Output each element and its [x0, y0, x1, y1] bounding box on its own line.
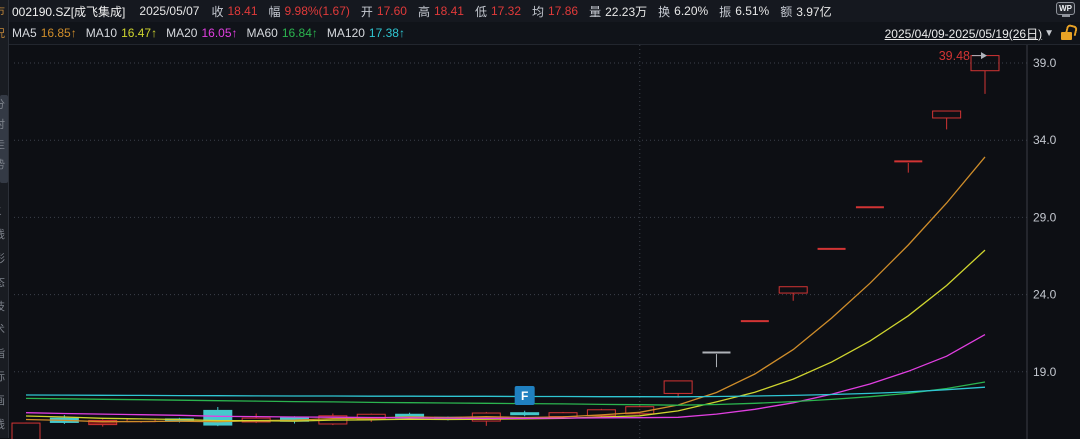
field-label: 额 — [780, 4, 793, 19]
main-panel: 002190.SZ[成飞集成] 2025/05/07 收 18.41 幅 9.98%(… — [9, 0, 1080, 439]
y-axis-tick-label: 24.0 — [1033, 288, 1057, 302]
candlestick-chart[interactable]: 39.0 34.0 29.0 24.0 19.0 F 39.48 — [9, 45, 1080, 439]
toolbar-glyph[interactable]: 线 — [0, 418, 8, 432]
toolbar-glyph[interactable]: 时 — [0, 118, 8, 132]
ma-indicator: MA20 16.05↑ — [166, 26, 237, 40]
ma-label: MA120 — [326, 26, 365, 40]
ma-line-ma10 — [25, 249, 986, 422]
toolbar-glyph[interactable]: 市 — [0, 5, 8, 19]
field-label: 振 — [719, 4, 732, 19]
quote-field: 幅 9.98%(1.67) — [269, 3, 350, 20]
field-label: 开 — [360, 4, 373, 19]
field-label: 均 — [532, 4, 545, 19]
toolbar-glyph[interactable]: 术 — [0, 323, 8, 337]
field-value: 6.20% — [674, 4, 709, 18]
quote-field: 收 18.41 — [211, 3, 257, 20]
ma-label: MA5 — [12, 26, 37, 40]
toolbar-glyph[interactable]: 技 — [0, 300, 8, 314]
ma-value: 16.05↑ — [201, 26, 238, 40]
lock-open-icon[interactable] — [1060, 23, 1079, 41]
ma-label: MA60 — [246, 26, 278, 40]
latest-price-annotation: 39.48 — [939, 49, 970, 63]
ma-line-ma60 — [25, 381, 986, 406]
date-range-selector[interactable]: 2025/04/09-2025/05/19(26日) — [884, 26, 1043, 41]
ma-values: MA5 16.85↑ MA10 16.47↑ MA20 16.05↑ MA60 16.84↑ M… — [12, 26, 414, 40]
wp-widget-icon[interactable]: WP — [1056, 2, 1075, 17]
ma-indicator: MA120 17.38↑ — [327, 26, 405, 40]
quote-field: 换 6.20% — [658, 3, 708, 20]
field-label: 收 — [211, 4, 224, 19]
field-value: 6.51% — [735, 4, 770, 18]
quote-field: 振 6.51% — [719, 3, 769, 20]
chevron-down-icon[interactable]: ▼ — [1044, 27, 1054, 39]
field-value: 22.23万 — [605, 4, 648, 19]
field-value: 17.86 — [548, 4, 579, 18]
left-toolbar[interactable]: 市况分时走势K线形态技术指标画线 — [0, 0, 9, 438]
stock-symbol[interactable]: 002190.SZ[成飞集成] — [12, 4, 126, 19]
ma-value: 17.38↑ — [368, 26, 405, 40]
ma-value: 16.47↑ — [121, 26, 158, 40]
ma-label: MA10 — [85, 26, 118, 40]
field-value: 3.97亿 — [796, 4, 832, 19]
quote-field: 均 17.86 — [532, 3, 578, 20]
toolbar-glyph[interactable]: 标 — [0, 370, 8, 384]
field-label: 换 — [658, 4, 671, 19]
y-axis-tick-label: 29.0 — [1033, 210, 1057, 224]
toolbar-glyph[interactable]: K — [0, 205, 8, 219]
field-value: 9.98%(1.67) — [284, 4, 350, 18]
toolbar-glyph[interactable]: 分 — [0, 98, 8, 112]
ma-line-ma5 — [25, 156, 986, 423]
ma-value: 16.84↑ — [281, 26, 318, 40]
toolbar-glyph[interactable]: 态 — [0, 276, 8, 290]
y-axis-tick-label: 34.0 — [1033, 133, 1057, 147]
field-value: 17.32 — [491, 4, 522, 18]
quote-date: 2025/05/07 — [139, 4, 200, 18]
field-label: 量 — [589, 4, 602, 19]
field-value: 18.41 — [227, 4, 258, 18]
quote-field: 低 17.32 — [475, 3, 521, 20]
ma-indicator-bar: MA5 16.85↑ MA10 16.47↑ MA20 16.05↑ MA60 16.84↑ M… — [9, 22, 1080, 45]
chart-area[interactable]: 39.0 34.0 29.0 24.0 19.0 F 39.48 — [9, 45, 1080, 439]
field-value: 18.41 — [433, 4, 464, 18]
ma-value: 16.85↑ — [40, 26, 77, 40]
field-label: 幅 — [268, 4, 281, 19]
left-toolbar-active-section[interactable] — [0, 95, 8, 183]
ma-label: MA20 — [166, 26, 198, 40]
quote-field: 量 22.23万 — [589, 3, 647, 20]
ma-line-ma120 — [25, 386, 986, 398]
quote-field: 额 3.97亿 — [780, 3, 831, 20]
quote-info-bar: 002190.SZ[成飞集成] 2025/05/07 收 18.41 幅 9.98%(… — [9, 0, 1080, 22]
ma-indicator: MA10 16.47↑ — [86, 26, 157, 40]
toolbar-glyph[interactable]: 指 — [0, 347, 8, 361]
event-marker-label: F — [521, 389, 528, 403]
toolbar-glyph[interactable]: 走 — [0, 138, 8, 152]
toolbar-glyph[interactable]: 线 — [0, 228, 8, 242]
field-value: 17.60 — [376, 4, 407, 18]
ma-indicator: MA5 16.85↑ — [12, 26, 77, 40]
quote-field: 高 18.41 — [418, 3, 464, 20]
toolbar-glyph[interactable]: 况 — [0, 27, 8, 41]
y-axis-tick-label: 39.0 — [1033, 56, 1057, 70]
field-label: 低 — [474, 4, 487, 19]
y-axis-tick-label: 19.0 — [1033, 365, 1057, 379]
toolbar-glyph[interactable]: 势 — [0, 158, 8, 172]
toolbar-glyph[interactable]: 画 — [0, 394, 8, 408]
ma-indicator: MA60 16.84↑ — [247, 26, 318, 40]
quote-fields: 收 18.41 幅 9.98%(1.67) 开 17.60 高 18.41 低 17.32 均 17.… — [211, 3, 842, 20]
field-label: 高 — [417, 4, 430, 19]
quote-field: 开 17.60 — [361, 3, 407, 20]
arrow-right-icon — [981, 52, 987, 60]
event-marker[interactable] — [514, 386, 535, 405]
ma-line-ma20 — [25, 334, 986, 419]
toolbar-glyph[interactable]: 形 — [0, 252, 8, 266]
